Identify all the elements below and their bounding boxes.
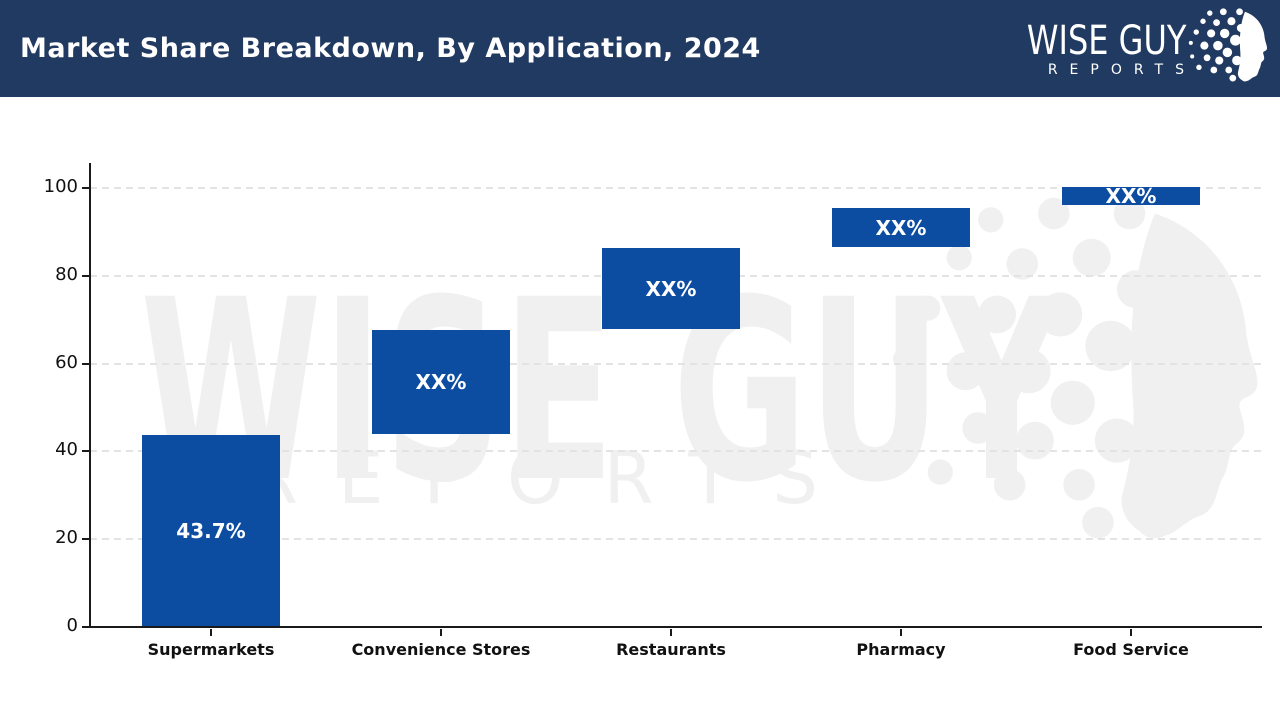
bar-value-label: XX% bbox=[875, 215, 927, 240]
bar-food-service: XX% bbox=[1062, 184, 1200, 209]
bar-value-label: XX% bbox=[415, 369, 467, 394]
logo-head-icon bbox=[1188, 8, 1268, 82]
y-tick-mark bbox=[82, 187, 90, 189]
gridline-100 bbox=[90, 187, 1262, 189]
x-axis-line bbox=[89, 626, 1262, 628]
bar-value-label: 43.7% bbox=[176, 519, 246, 544]
bar-pharmacy: XX% bbox=[832, 208, 970, 247]
gridline-60 bbox=[90, 362, 1262, 365]
header-bar: Market Share Breakdown, By Application, … bbox=[0, 0, 1280, 97]
gridline-20 bbox=[90, 538, 1262, 541]
chart-title: Market Share Breakdown, By Application, … bbox=[20, 33, 761, 64]
watermark-brand-text: WISE GUY bbox=[140, 246, 1062, 537]
y-tick-label: 80 bbox=[55, 263, 78, 285]
x-category-label: Pharmacy bbox=[856, 640, 946, 659]
x-tick-mark bbox=[210, 629, 212, 636]
y-tick-mark bbox=[82, 362, 90, 365]
y-tick-label: 20 bbox=[55, 527, 78, 549]
x-category-label: Food Service bbox=[1073, 640, 1189, 659]
y-tick-label: 40 bbox=[55, 439, 78, 461]
y-tick-mark bbox=[82, 538, 90, 541]
y-tick-label: 100 bbox=[43, 176, 78, 197]
x-category-label: Restaurants bbox=[616, 640, 726, 659]
logo-brand-text: WISE GUY bbox=[1026, 18, 1186, 64]
x-tick-mark bbox=[900, 629, 902, 636]
wise-guy-logo: WISE GUY REPORTS bbox=[987, 4, 1268, 94]
y-tick-label: 60 bbox=[55, 351, 78, 373]
y-tick-mark bbox=[82, 274, 90, 277]
y-tick-label: 0 bbox=[66, 615, 78, 636]
logo-text: WISE GUY REPORTS bbox=[987, 20, 1186, 78]
bar-value-label: XX% bbox=[645, 276, 697, 301]
x-tick-mark bbox=[670, 629, 672, 636]
watermark-sub-text: REPORTS bbox=[248, 436, 859, 520]
logo-sub-text: REPORTS bbox=[1047, 62, 1196, 78]
y-axis-line bbox=[89, 163, 91, 628]
x-tick-mark bbox=[1130, 629, 1132, 636]
bar-restaurants: XX% bbox=[602, 248, 740, 329]
y-tick-mark bbox=[82, 626, 90, 628]
x-category-label: Supermarkets bbox=[147, 640, 275, 659]
gridline-40 bbox=[90, 450, 1262, 453]
x-tick-mark bbox=[440, 629, 442, 636]
bar-convenience-stores: XX% bbox=[372, 329, 510, 434]
bar-value-label: XX% bbox=[1105, 184, 1157, 209]
bar-supermarkets: 43.7% bbox=[142, 435, 280, 627]
x-category-label: Convenience Stores bbox=[351, 640, 531, 659]
y-tick-mark bbox=[82, 450, 90, 453]
